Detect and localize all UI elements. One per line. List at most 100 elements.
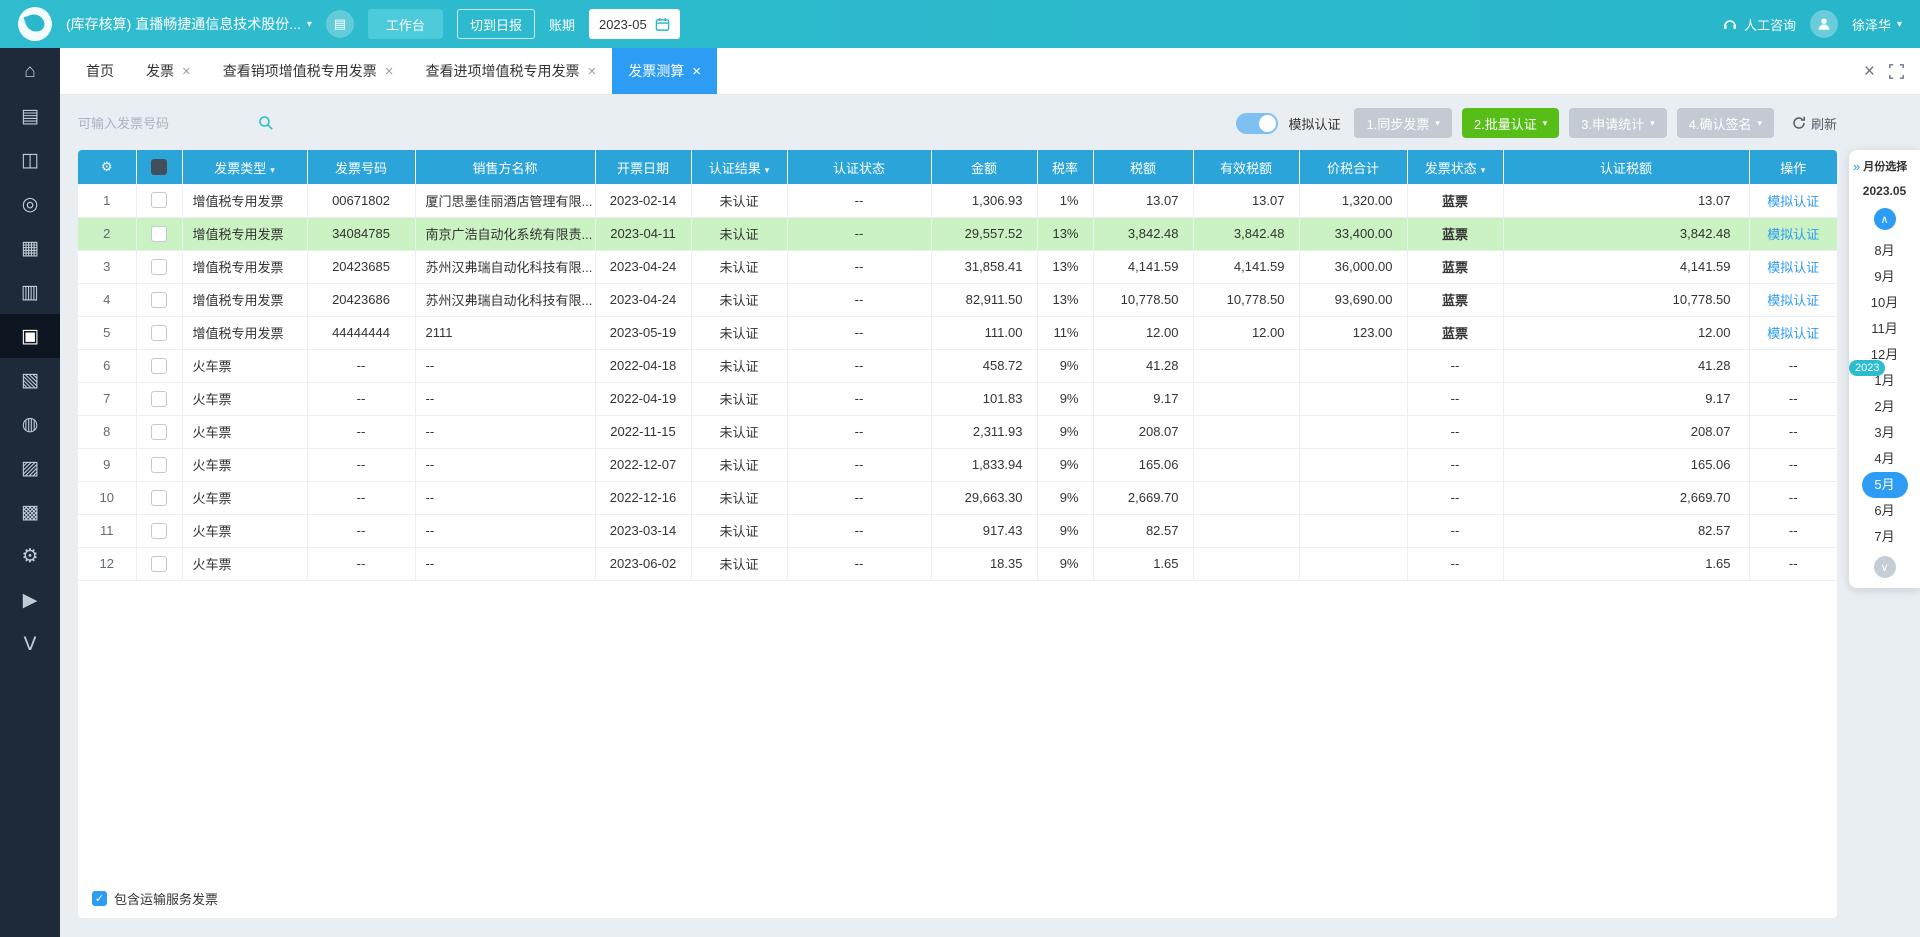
- sidebar-item-home[interactable]: ⌂: [0, 50, 60, 94]
- scroll-up-icon[interactable]: ∧: [1873, 208, 1896, 230]
- column-header[interactable]: 金额: [931, 150, 1038, 184]
- scroll-down-icon[interactable]: ∨: [1873, 556, 1896, 578]
- select-all-checkbox[interactable]: [151, 159, 167, 175]
- sidebar-item-media[interactable]: ▶: [0, 578, 60, 622]
- month-option[interactable]: 11月: [1871, 321, 1898, 336]
- column-header[interactable]: 认证状态: [787, 150, 932, 184]
- include-transport-checkbox[interactable]: ✓: [92, 891, 107, 906]
- column-header[interactable]: 开票日期: [595, 150, 692, 184]
- row-action[interactable]: --: [1749, 415, 1837, 449]
- row-action[interactable]: 模拟认证: [1749, 316, 1837, 350]
- month-option[interactable]: 7月: [1874, 529, 1895, 544]
- table-row[interactable]: 12 火车票 -- -- 2023-06-02 未认证 -- 18.35 9% …: [78, 547, 1837, 581]
- tab[interactable]: 发票测算 ×: [612, 48, 718, 94]
- tab[interactable]: 查看进项增值税专用发票 ×: [410, 48, 613, 94]
- user-menu[interactable]: 徐泽华 ▾: [1852, 15, 1902, 34]
- table-row[interactable]: 9 火车票 -- -- 2022-12-07 未认证 -- 1,833.94 9…: [78, 448, 1837, 482]
- sidebar-item-reports[interactable]: ◫: [0, 138, 60, 182]
- action-button[interactable]: 2.批量认证 ▾: [1461, 108, 1560, 138]
- column-header[interactable]: 发票号码: [307, 150, 416, 184]
- sidebar-item-inventory[interactable]: ▣: [0, 314, 60, 358]
- month-option[interactable]: 2月: [1874, 399, 1895, 414]
- sidebar-item-ledger[interactable]: ▤: [0, 94, 60, 138]
- row-checkbox[interactable]: [151, 489, 167, 506]
- sidebar-item-brand[interactable]: Ⅴ: [0, 622, 60, 666]
- row-checkbox[interactable]: [151, 357, 167, 374]
- column-header[interactable]: 税额: [1093, 150, 1194, 184]
- row-action[interactable]: 模拟认证: [1749, 250, 1837, 284]
- collapse-month-panel-icon[interactable]: »: [1853, 158, 1861, 174]
- close-tab-icon[interactable]: ×: [1863, 60, 1875, 82]
- row-checkbox[interactable]: [151, 192, 167, 209]
- action-button[interactable]: 4.确认签名 ▾: [1676, 108, 1774, 138]
- row-checkbox[interactable]: [151, 555, 167, 572]
- row-action[interactable]: --: [1749, 514, 1837, 548]
- month-option[interactable]: 1月: [1874, 373, 1895, 388]
- column-header[interactable]: 有效税额: [1193, 150, 1300, 184]
- table-row[interactable]: 6 火车票 -- -- 2022-04-18 未认证 -- 458.72 9% …: [78, 349, 1837, 383]
- row-checkbox[interactable]: [151, 522, 167, 539]
- support-link[interactable]: 人工咨询: [1722, 15, 1796, 34]
- column-header[interactable]: 发票类型 ▾: [182, 150, 308, 184]
- sidebar-item-storage[interactable]: ▩: [0, 490, 60, 534]
- table-row[interactable]: 10 火车票 -- -- 2022-12-16 未认证 -- 29,663.30…: [78, 481, 1837, 515]
- table-row[interactable]: 3 增值税专用发票 20423685 苏州汉弗瑞自动化科技有限... 2023-…: [78, 250, 1837, 284]
- simulate-auth-toggle[interactable]: [1236, 112, 1279, 134]
- workbench-button[interactable]: 工作台: [367, 9, 443, 39]
- month-option[interactable]: 8月: [1874, 243, 1895, 258]
- row-checkbox[interactable]: [151, 423, 167, 440]
- row-action[interactable]: 模拟认证: [1749, 217, 1837, 251]
- row-checkbox[interactable]: [151, 324, 167, 341]
- action-button[interactable]: 3.申请统计 ▾: [1569, 108, 1667, 138]
- column-header[interactable]: 认证结果 ▾: [691, 150, 788, 184]
- month-option[interactable]: 5月: [1861, 472, 1908, 498]
- notes-icon[interactable]: ▤: [325, 10, 354, 38]
- month-option[interactable]: 9月: [1874, 269, 1895, 284]
- sidebar-item-settings[interactable]: ⚙: [0, 534, 60, 578]
- month-option[interactable]: 3月: [1874, 425, 1895, 440]
- switch-daily-button[interactable]: 切到日报: [456, 9, 535, 39]
- table-row[interactable]: 7 火车票 -- -- 2022-04-19 未认证 -- 101.83 9% …: [78, 382, 1837, 416]
- column-header[interactable]: 认证税额: [1503, 150, 1750, 184]
- column-header[interactable]: 税率: [1037, 150, 1094, 184]
- column-header[interactable]: 价税合计: [1299, 150, 1408, 184]
- tab-close-icon[interactable]: ×: [384, 62, 394, 80]
- month-option[interactable]: 12月: [1870, 347, 1899, 362]
- table-row[interactable]: 11 火车票 -- -- 2023-03-14 未认证 -- 917.43 9%…: [78, 514, 1837, 548]
- search-icon[interactable]: [258, 115, 274, 131]
- table-row[interactable]: 5 增值税专用发票 44444444 2111 2023-05-19 未认证 -…: [78, 316, 1837, 350]
- fullscreen-icon[interactable]: [1889, 63, 1904, 79]
- tab[interactable]: 查看销项增值税专用发票 ×: [207, 48, 410, 94]
- row-checkbox[interactable]: [151, 291, 167, 308]
- row-action[interactable]: --: [1749, 481, 1837, 515]
- row-action[interactable]: 模拟认证: [1749, 184, 1837, 218]
- search-input[interactable]: [78, 115, 250, 131]
- row-action[interactable]: --: [1749, 448, 1837, 482]
- sidebar-item-assets[interactable]: ▦: [0, 226, 60, 270]
- sidebar-item-factory[interactable]: ▧: [0, 358, 60, 402]
- table-row[interactable]: 2 增值税专用发票 34084785 南京广浩自动化系统有限责... 2023-…: [78, 217, 1837, 251]
- row-action[interactable]: 模拟认证: [1749, 283, 1837, 317]
- tab-close-icon[interactable]: ×: [182, 62, 191, 80]
- row-action[interactable]: --: [1749, 547, 1837, 581]
- refresh-button[interactable]: 刷新: [1792, 114, 1837, 133]
- sidebar-item-modules[interactable]: ▥: [0, 270, 60, 314]
- month-option[interactable]: 6月: [1874, 503, 1895, 518]
- action-button[interactable]: 1.同步发票 ▾: [1354, 108, 1452, 138]
- column-header[interactable]: 发票状态 ▾: [1407, 150, 1504, 184]
- sidebar-item-service[interactable]: ◍: [0, 402, 60, 446]
- table-row[interactable]: 8 火车票 -- -- 2022-11-15 未认证 -- 2,311.93 9…: [78, 415, 1837, 449]
- month-option[interactable]: 10月: [1870, 295, 1899, 310]
- company-selector[interactable]: (库存核算) 直播畅捷通信息技术股份... ▾: [66, 14, 312, 34]
- row-action[interactable]: --: [1749, 382, 1837, 416]
- column-header[interactable]: 操作: [1749, 150, 1837, 184]
- row-checkbox[interactable]: [151, 258, 167, 275]
- tab-close-icon[interactable]: ×: [587, 62, 597, 80]
- column-settings-icon[interactable]: ⚙: [78, 150, 137, 184]
- sidebar-item-checkout[interactable]: ▨: [0, 446, 60, 490]
- tab-close-icon[interactable]: ×: [692, 62, 702, 80]
- table-row[interactable]: 4 增值税专用发票 20423686 苏州汉弗瑞自动化科技有限... 2023-…: [78, 283, 1837, 317]
- sidebar-item-funds[interactable]: ◎: [0, 182, 60, 226]
- month-option[interactable]: 4月: [1874, 451, 1895, 466]
- row-checkbox[interactable]: [151, 225, 167, 242]
